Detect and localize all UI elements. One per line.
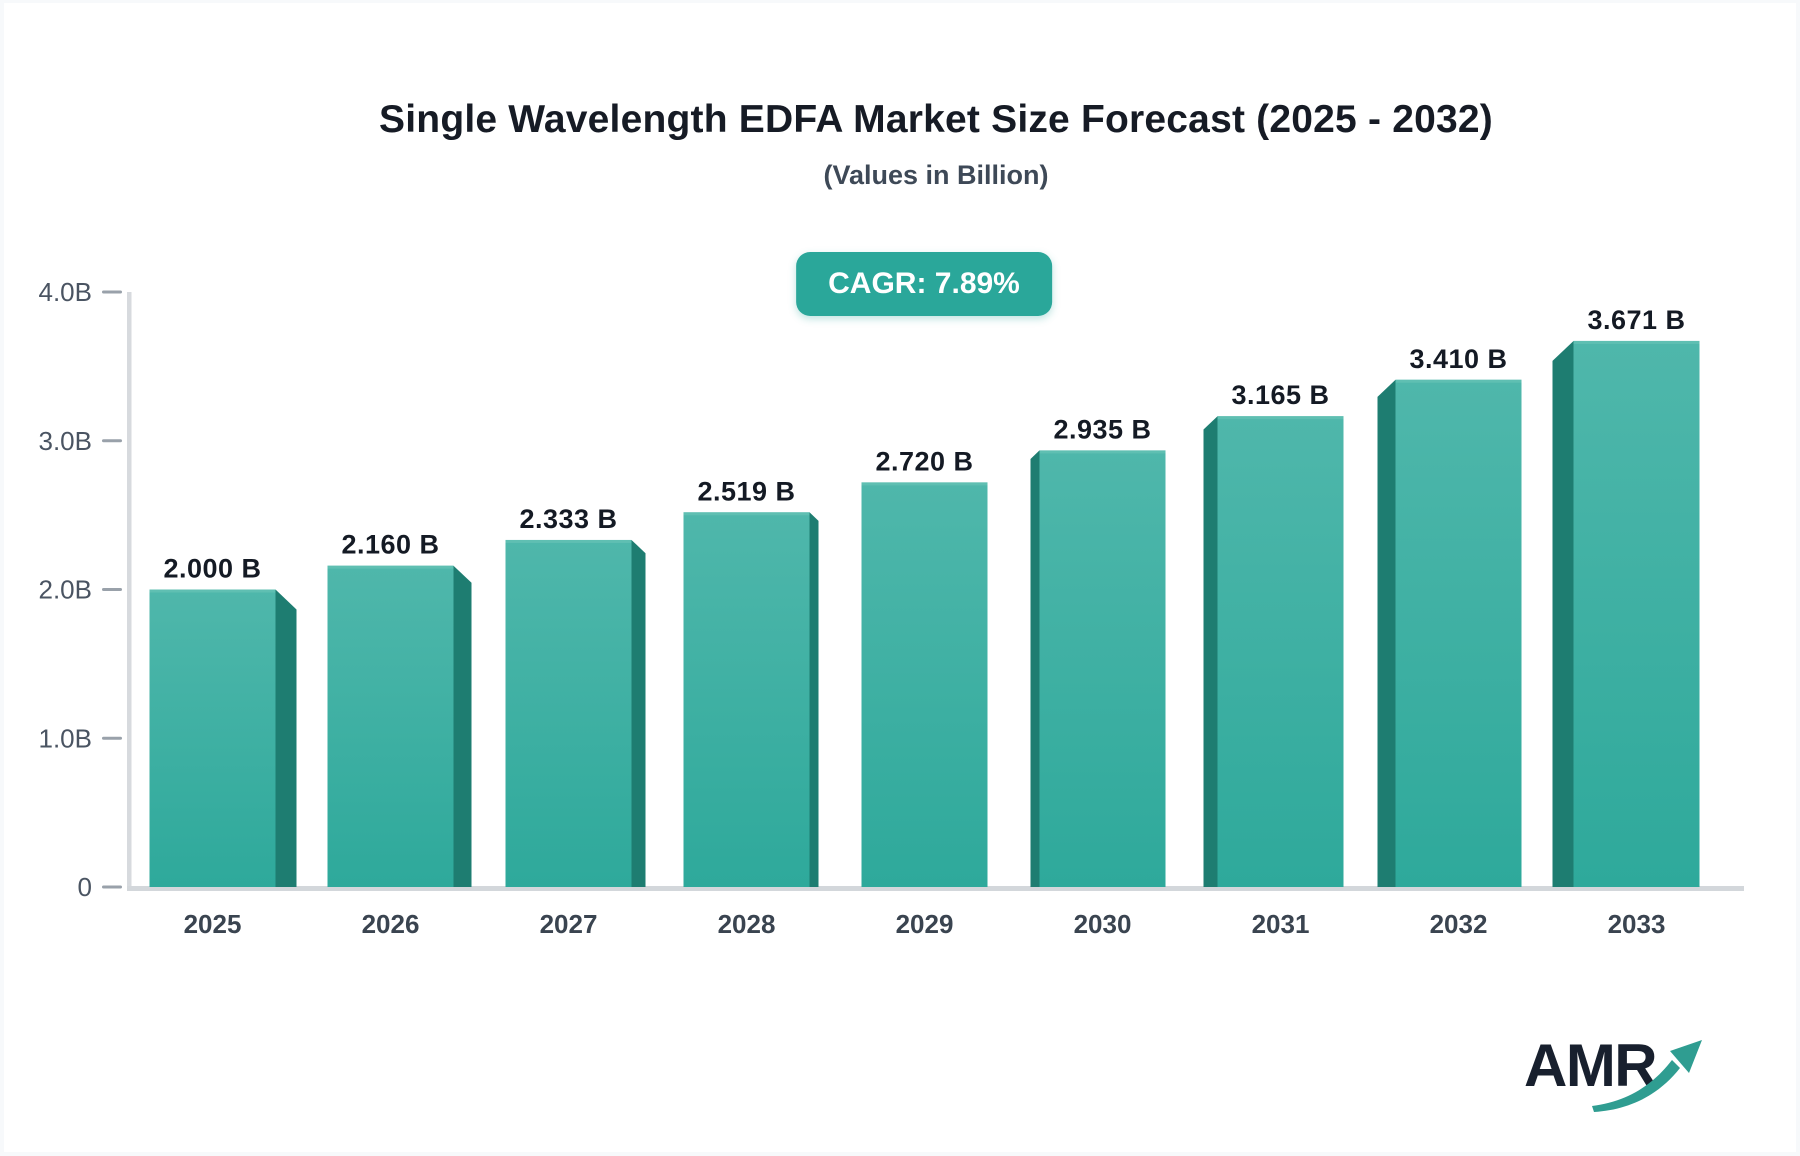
bar-value-label: 3.410 B bbox=[1409, 344, 1507, 374]
x-axis-label: 2027 bbox=[540, 909, 598, 939]
y-tick-dash bbox=[102, 885, 122, 889]
x-axis-label: 2031 bbox=[1252, 909, 1310, 939]
x-axis-label: 2032 bbox=[1430, 909, 1488, 939]
chart-subtitle: (Values in Billion) bbox=[823, 160, 1049, 190]
bar-top-highlight bbox=[149, 589, 276, 593]
bar-value-label: 2.160 B bbox=[341, 530, 439, 560]
amr-logo-text: AMR bbox=[1524, 1032, 1658, 1099]
bar-2033: 3.671 B 2033 bbox=[1552, 305, 1700, 939]
bar-2027: 2.333 B 2027 bbox=[505, 504, 646, 939]
bar-2029: 2.720 B 2029 bbox=[861, 446, 988, 939]
bar-2032: 3.410 B 2032 bbox=[1377, 344, 1522, 939]
bar-2030: 2.935 B 2030 bbox=[1030, 414, 1166, 939]
y-tick-label: 4.0B bbox=[39, 277, 93, 307]
x-axis-label: 2029 bbox=[896, 909, 954, 939]
bar-front-face bbox=[1573, 340, 1700, 888]
bar-side-face bbox=[809, 512, 819, 887]
cagr-badge: CAGR: 7.89% bbox=[796, 252, 1052, 316]
y-tick-dash bbox=[102, 290, 122, 294]
bar-side-face bbox=[631, 539, 646, 887]
bar-top-highlight bbox=[505, 539, 632, 543]
bar-front-face bbox=[1039, 450, 1166, 887]
x-axis-label: 2030 bbox=[1074, 909, 1132, 939]
bar-value-label: 2.519 B bbox=[697, 476, 795, 506]
bar-top-highlight bbox=[861, 482, 988, 486]
bar-side-face bbox=[1203, 416, 1218, 887]
chart-title: Single Wavelength EDFA Market Size Forec… bbox=[379, 98, 1493, 141]
x-axis-baseline bbox=[127, 886, 1744, 891]
bar-front-face bbox=[861, 482, 988, 887]
bar-top-highlight bbox=[1039, 450, 1166, 454]
y-tick-label: 1.0B bbox=[39, 723, 93, 753]
bar-side-face bbox=[453, 565, 472, 887]
y-tick-label: 2.0B bbox=[39, 575, 93, 605]
y-tick-dash bbox=[102, 736, 122, 740]
bar-top-highlight bbox=[1395, 379, 1522, 383]
bar-front-face bbox=[683, 512, 810, 887]
amr-logo: AMR bbox=[1524, 1030, 1754, 1126]
x-axis-label: 2028 bbox=[718, 909, 776, 939]
bar-value-label: 2.333 B bbox=[519, 504, 617, 534]
bar-front-face bbox=[1217, 416, 1344, 887]
y-tick-label: 3.0B bbox=[39, 426, 93, 456]
bar-2031: 3.165 B 2031 bbox=[1203, 380, 1344, 939]
bar-top-highlight bbox=[1573, 340, 1700, 344]
bar-value-label: 2.000 B bbox=[163, 554, 261, 584]
bar-value-label: 2.935 B bbox=[1053, 414, 1151, 444]
x-axis-label: 2025 bbox=[184, 909, 242, 939]
x-axis-label: 2033 bbox=[1608, 909, 1666, 939]
trend-up-arrow-icon bbox=[1592, 1040, 1702, 1112]
x-axis-label: 2026 bbox=[362, 909, 420, 939]
bar-2026: 2.160 B 2026 bbox=[327, 530, 472, 939]
bar-side-face bbox=[275, 589, 297, 887]
bar-value-label: 3.165 B bbox=[1231, 380, 1329, 410]
bar-2028: 2.519 B 2028 bbox=[683, 476, 819, 939]
bar-value-label: 2.720 B bbox=[875, 446, 973, 476]
bar-top-highlight bbox=[683, 512, 810, 516]
y-axis-line bbox=[127, 292, 132, 891]
bar-front-face bbox=[505, 539, 632, 887]
bar-front-face bbox=[149, 589, 276, 887]
bar-2025: 2.000 B 2025 bbox=[149, 554, 297, 939]
bar-side-face bbox=[1552, 340, 1574, 888]
y-tick-dash bbox=[102, 439, 122, 443]
bar-side-face bbox=[1030, 450, 1040, 887]
bar-value-label: 3.671 B bbox=[1587, 305, 1685, 335]
y-tick-label: 0 bbox=[78, 872, 92, 902]
bar-top-highlight bbox=[327, 565, 454, 569]
bar-front-face bbox=[1395, 379, 1522, 887]
bar-side-face bbox=[1377, 379, 1396, 887]
bar-top-highlight bbox=[1217, 416, 1344, 420]
y-tick-dash bbox=[102, 588, 122, 591]
bar-front-face bbox=[327, 565, 454, 887]
